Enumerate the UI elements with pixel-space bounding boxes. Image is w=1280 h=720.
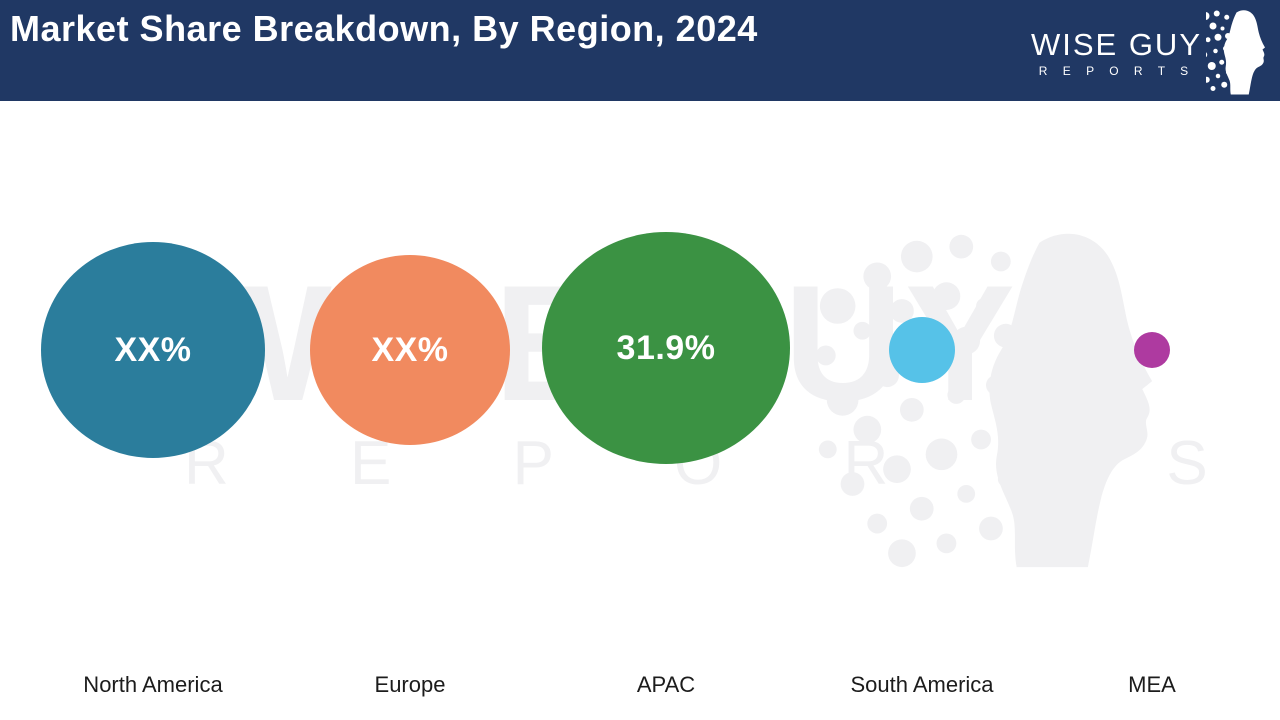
bubble-value-label: XX%: [114, 330, 192, 369]
category-label-north-america: North America: [83, 672, 223, 697]
bubble-mea: [1134, 332, 1170, 368]
bubble-north-america: XX%: [41, 242, 265, 458]
brand-head-icon: [1206, 9, 1265, 95]
brand-text: WISE GUY R E P O R T S: [1031, 29, 1202, 78]
brand-logo: WISE GUY R E P O R T S: [1031, 4, 1268, 97]
bubble-south-america: [889, 317, 955, 383]
brand-subtitle: R E P O R T S: [1038, 64, 1195, 78]
category-label-apac: APAC: [636, 672, 696, 697]
watermark-head-icon: [815, 233, 1153, 568]
bubble-value-label: XX%: [371, 330, 449, 369]
page-title: Market Share Breakdown, By Region, 2024: [10, 8, 758, 49]
chart-area: WISE GUY R E P O R T S XX%North AmericaX…: [0, 101, 1280, 720]
category-label-europe: Europe: [374, 672, 446, 697]
bubble-apac: 31.9%: [542, 232, 790, 464]
category-label-south-america: South America: [850, 672, 994, 697]
category-label-mea: MEA: [1128, 672, 1176, 697]
bubble-value-label: 31.9%: [616, 328, 716, 367]
bubble-europe: XX%: [310, 255, 510, 445]
header: Market Share Breakdown, By Region, 2024 …: [0, 0, 1280, 101]
brand-name: WISE GUY: [1030, 27, 1202, 62]
